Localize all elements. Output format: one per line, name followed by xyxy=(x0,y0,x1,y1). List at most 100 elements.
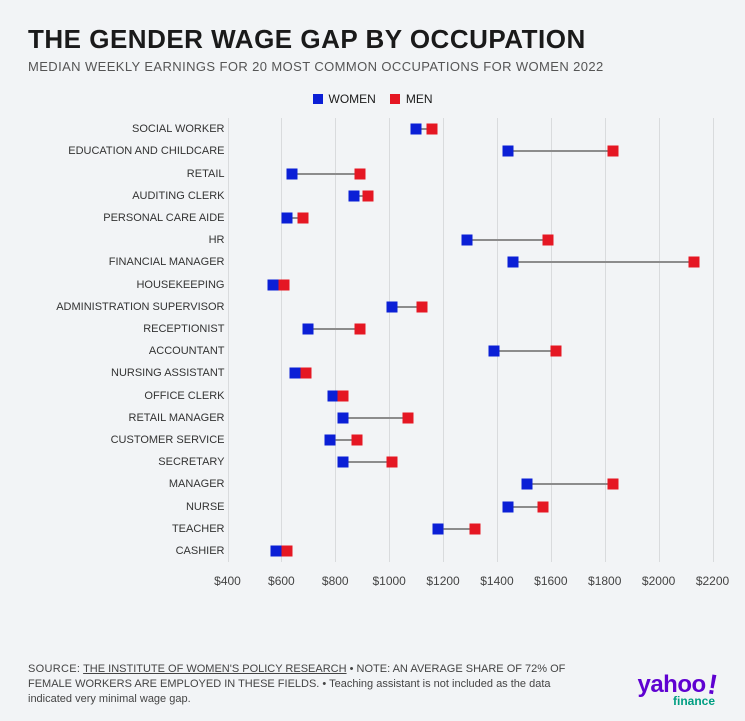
data-row: RETAIL MANAGER xyxy=(33,408,713,428)
row-label: CASHIER xyxy=(176,545,225,557)
row-label: OFFICE CLERK xyxy=(144,390,224,402)
connector-line xyxy=(343,461,392,463)
legend-label-men: MEN xyxy=(406,92,433,106)
row-label: RETAIL xyxy=(187,168,225,180)
connector-line xyxy=(467,239,548,241)
marker-men xyxy=(281,545,292,556)
row-label: RECEPTIONIST xyxy=(143,323,224,335)
marker-women xyxy=(489,346,500,357)
row-label: HR xyxy=(209,234,225,246)
row-label: ACCOUNTANT xyxy=(149,345,225,357)
marker-men xyxy=(688,257,699,268)
gridline xyxy=(389,118,390,562)
marker-men xyxy=(607,479,618,490)
row-label: SOCIAL WORKER xyxy=(132,123,225,135)
row-label: MANAGER xyxy=(169,478,225,490)
chart-legend: WOMEN MEN xyxy=(28,92,717,106)
row-label: HOUSEKEEPING xyxy=(136,279,224,291)
gridline xyxy=(605,118,606,562)
plot-area xyxy=(228,118,713,562)
x-axis-tick-label: $1600 xyxy=(534,574,567,588)
marker-women xyxy=(432,523,443,534)
marker-women xyxy=(386,301,397,312)
gridline xyxy=(281,118,282,562)
gridline xyxy=(551,118,552,562)
connector-line xyxy=(508,150,613,152)
marker-women xyxy=(349,190,360,201)
x-axis-tick-label: $1800 xyxy=(588,574,621,588)
marker-men xyxy=(354,168,365,179)
marker-men xyxy=(338,390,349,401)
data-row: RECEPTIONIST xyxy=(33,319,713,339)
x-axis-tick-label: $1400 xyxy=(480,574,513,588)
marker-men xyxy=(297,212,308,223)
legend-label-women: WOMEN xyxy=(329,92,376,106)
x-axis-tick-label: $600 xyxy=(268,574,295,588)
marker-men xyxy=(470,523,481,534)
marker-women xyxy=(289,368,300,379)
gridline xyxy=(335,118,336,562)
legend-item-women: WOMEN xyxy=(313,92,376,106)
marker-women xyxy=(271,545,282,556)
row-label: ADMINISTRATION SUPERVISOR xyxy=(56,301,224,313)
legend-swatch-men xyxy=(390,94,400,104)
source-label: SOURCE: xyxy=(28,663,80,675)
x-axis-tick-label: $1000 xyxy=(372,574,405,588)
marker-women xyxy=(411,124,422,135)
marker-men xyxy=(403,412,414,423)
x-axis-tick-label: $800 xyxy=(322,574,349,588)
marker-men xyxy=(354,323,365,334)
data-row: ACCOUNTANT xyxy=(33,341,713,361)
x-axis-tick-label: $2200 xyxy=(696,574,729,588)
data-row: SOCIAL WORKER xyxy=(33,119,713,139)
row-label: EDUCATION AND CHILDCARE xyxy=(68,145,224,157)
gridline xyxy=(228,118,229,562)
connector-line xyxy=(513,261,694,263)
marker-women xyxy=(338,457,349,468)
marker-men xyxy=(386,457,397,468)
row-label: FINANCIAL MANAGER xyxy=(109,256,225,268)
chart-footer: SOURCE: THE INSTITUTE OF WOMEN'S POLICY … xyxy=(28,662,717,707)
marker-men xyxy=(279,279,290,290)
marker-women xyxy=(338,412,349,423)
legend-swatch-women xyxy=(313,94,323,104)
marker-men xyxy=(543,235,554,246)
marker-men xyxy=(537,501,548,512)
row-label: SECRETARY xyxy=(158,456,224,468)
data-row: FINANCIAL MANAGER xyxy=(33,252,713,272)
x-axis-tick-label: $400 xyxy=(214,574,241,588)
marker-men xyxy=(551,346,562,357)
marker-women xyxy=(327,390,338,401)
row-label: NURSING ASSISTANT xyxy=(111,367,224,379)
data-row: NURSE xyxy=(33,497,713,517)
chart-page: THE GENDER WAGE GAP BY OCCUPATION MEDIAN… xyxy=(0,0,745,721)
gridline xyxy=(659,118,660,562)
gridline xyxy=(713,118,714,562)
marker-men xyxy=(362,190,373,201)
marker-men xyxy=(416,301,427,312)
chart-subtitle: MEDIAN WEEKLY EARNINGS FOR 20 MOST COMMO… xyxy=(28,59,717,74)
connector-line xyxy=(292,173,359,175)
data-row: MANAGER xyxy=(33,474,713,494)
row-label: PERSONAL CARE AIDE xyxy=(103,212,224,224)
marker-women xyxy=(502,146,513,157)
data-row: CASHIER xyxy=(33,541,713,561)
row-label: AUDITING CLERK xyxy=(132,190,224,202)
data-row: EDUCATION AND CHILDCARE xyxy=(33,141,713,161)
row-label: TEACHER xyxy=(172,523,225,535)
row-label: RETAIL MANAGER xyxy=(129,412,225,424)
legend-item-men: MEN xyxy=(390,92,433,106)
yahoo-finance-logo: yahoo ! finance xyxy=(637,669,717,707)
marker-women xyxy=(281,212,292,223)
footer-note: SOURCE: THE INSTITUTE OF WOMEN'S POLICY … xyxy=(28,662,568,707)
marker-men xyxy=(300,368,311,379)
marker-women xyxy=(303,323,314,334)
connector-line xyxy=(343,417,408,419)
marker-men xyxy=(607,146,618,157)
marker-women xyxy=(287,168,298,179)
row-label: CUSTOMER SERVICE xyxy=(111,434,225,446)
data-row: OFFICE CLERK xyxy=(33,386,713,406)
marker-women xyxy=(462,235,473,246)
source-link[interactable]: THE INSTITUTE OF WOMEN'S POLICY RESEARCH xyxy=(83,663,346,675)
data-row: TEACHER xyxy=(33,519,713,539)
